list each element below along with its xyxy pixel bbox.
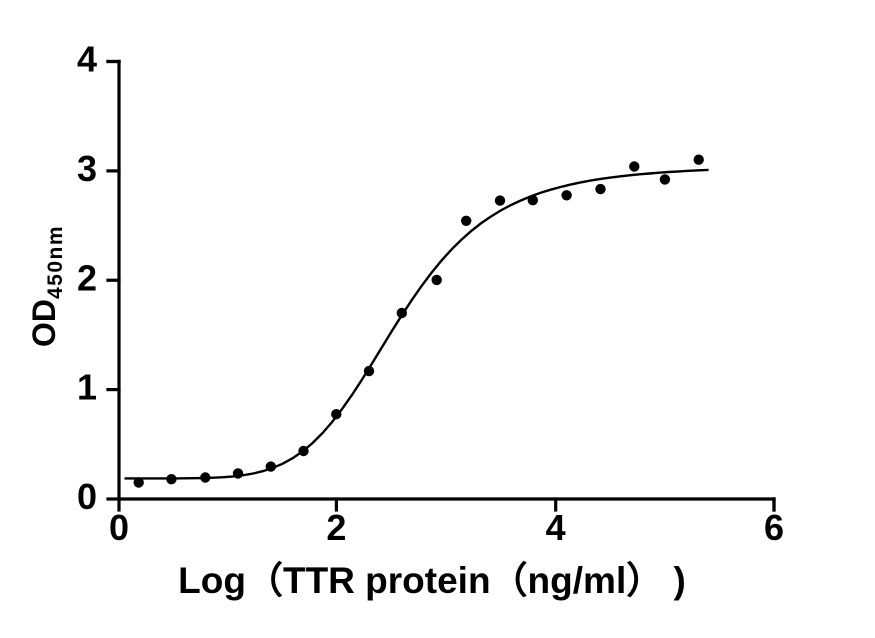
svg-text:4: 4	[77, 39, 97, 80]
svg-text:0: 0	[109, 507, 129, 548]
svg-text:2: 2	[326, 507, 346, 548]
svg-text:1: 1	[77, 367, 97, 408]
svg-text:3: 3	[77, 148, 97, 189]
svg-text:Log（TTR protein（ng/ml） ): Log（TTR protein（ng/ml） )	[178, 560, 686, 601]
svg-text:OD450nm: OD450nm	[26, 225, 67, 347]
svg-text:6: 6	[764, 507, 784, 548]
svg-text:0: 0	[77, 476, 97, 517]
svg-text:2: 2	[77, 257, 97, 298]
svg-text:4: 4	[546, 507, 566, 548]
